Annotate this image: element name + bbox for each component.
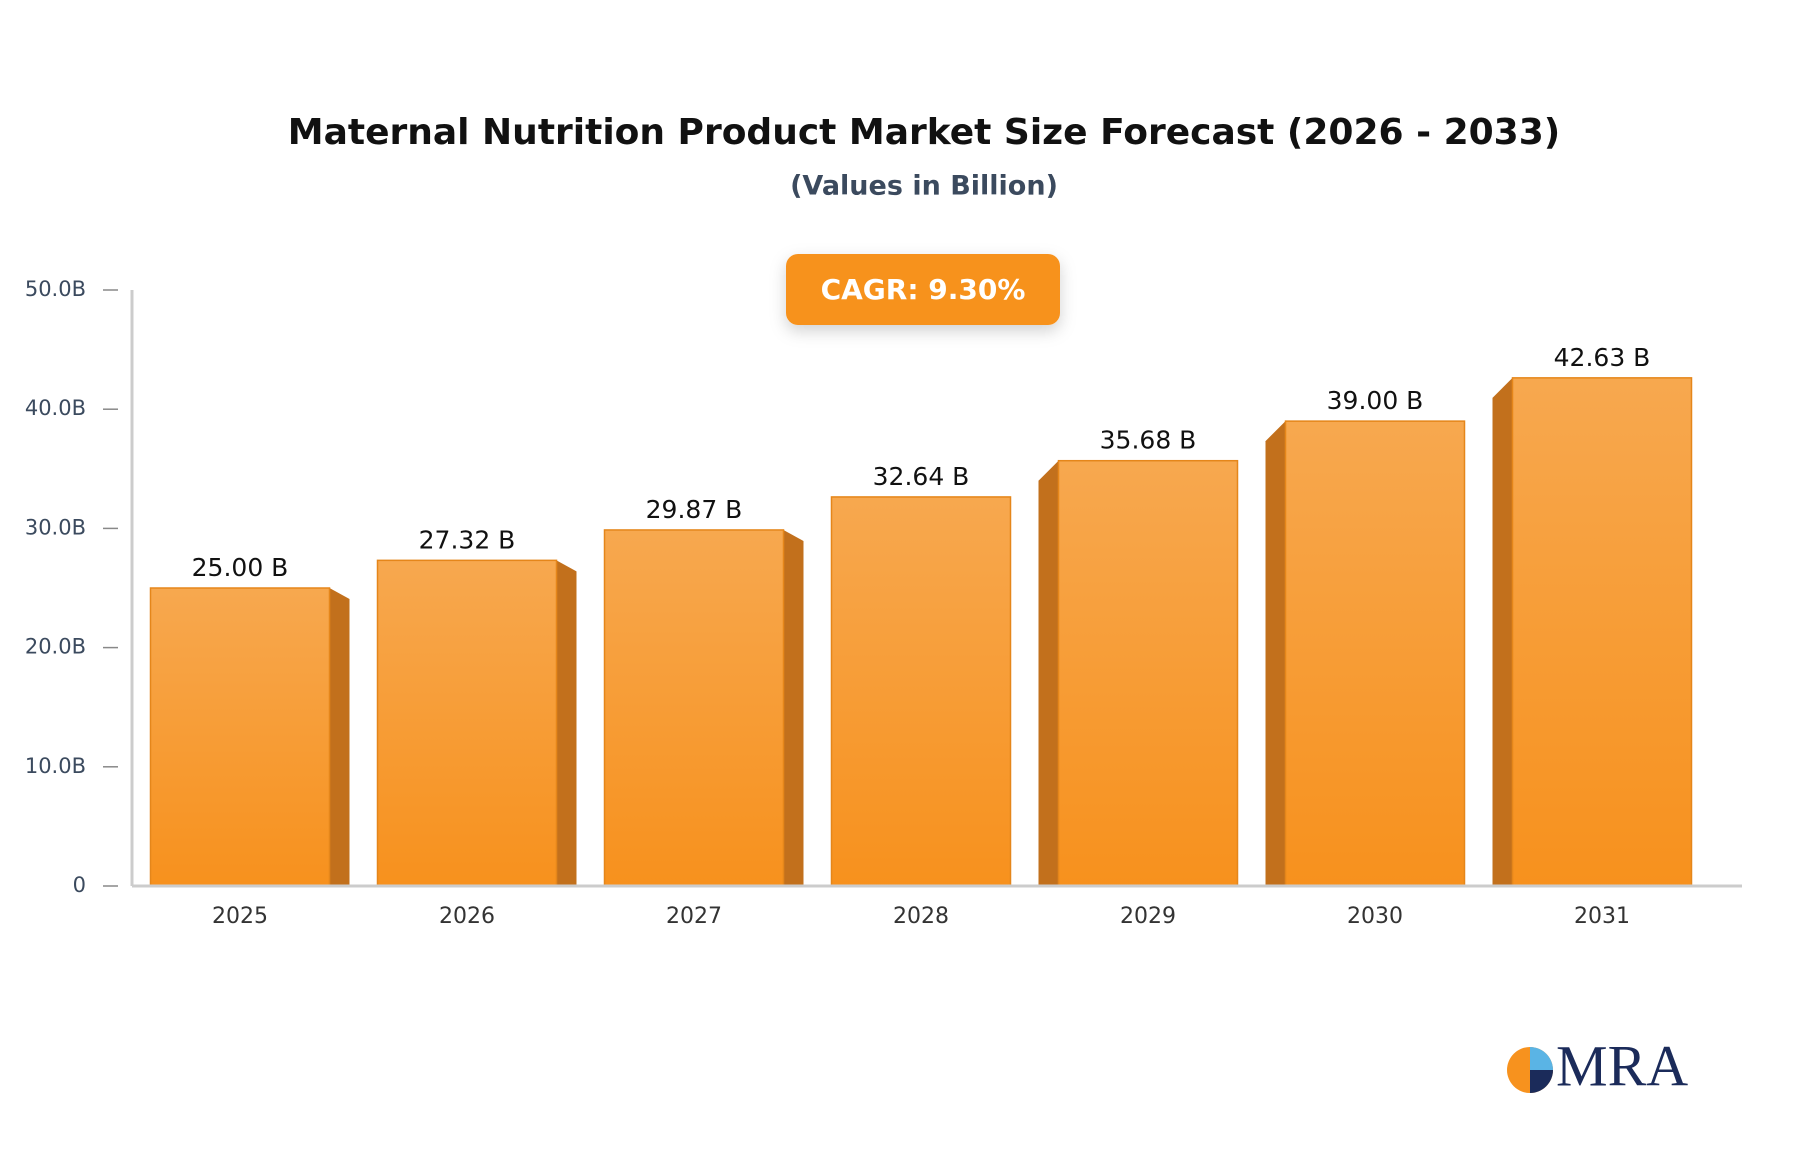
bar	[830, 496, 1012, 887]
bar	[1284, 420, 1466, 887]
value-label: 25.00 B	[192, 553, 289, 582]
x-tick-label: 2028	[893, 904, 949, 929]
cagr-badge	[786, 254, 1060, 325]
value-label: 39.00 B	[1327, 386, 1424, 415]
logo-text: MRA	[1556, 1033, 1688, 1098]
y-tick-label: 40.0B	[25, 396, 86, 420]
cagr-text: CAGR: 9.30%	[821, 273, 1026, 306]
chart-title: Maternal Nutrition Product Market Size F…	[288, 112, 1560, 153]
value-label: 35.68 B	[1100, 426, 1197, 455]
y-tick-label: 10.0B	[25, 754, 86, 778]
x-tick-label: 2030	[1347, 904, 1403, 929]
y-tick-label: 50.0B	[25, 277, 86, 301]
bar-side	[1265, 421, 1286, 886]
logo-icon-slice	[1530, 1047, 1553, 1070]
logo: MRA	[1507, 1033, 1688, 1098]
bar	[1057, 459, 1239, 887]
y-tick-label: 30.0B	[25, 515, 86, 539]
logo-icon-slice	[1530, 1070, 1553, 1093]
x-tick-label: 2027	[666, 904, 722, 929]
bar-side	[1038, 460, 1059, 886]
y-tick-label: 0	[73, 873, 86, 897]
value-label: 29.87 B	[646, 495, 743, 524]
bar	[149, 587, 331, 887]
value-label: 42.63 B	[1554, 343, 1651, 372]
x-tick-label: 2025	[212, 904, 268, 929]
chart-subtitle: (Values in Billion)	[790, 171, 1058, 202]
value-label: 32.64 B	[873, 462, 970, 491]
bar	[376, 559, 558, 887]
x-tick-label: 2026	[439, 904, 495, 929]
x-tick-label: 2031	[1574, 904, 1630, 929]
bar-side	[783, 529, 804, 886]
value-label: 27.32 B	[419, 525, 516, 554]
bar-side	[556, 560, 577, 886]
bar	[603, 529, 785, 887]
bar-side	[329, 588, 350, 886]
x-tick-label: 2029	[1120, 904, 1176, 929]
y-tick-label: 20.0B	[25, 635, 86, 659]
bar-side	[1492, 377, 1513, 886]
bar	[1511, 377, 1693, 887]
